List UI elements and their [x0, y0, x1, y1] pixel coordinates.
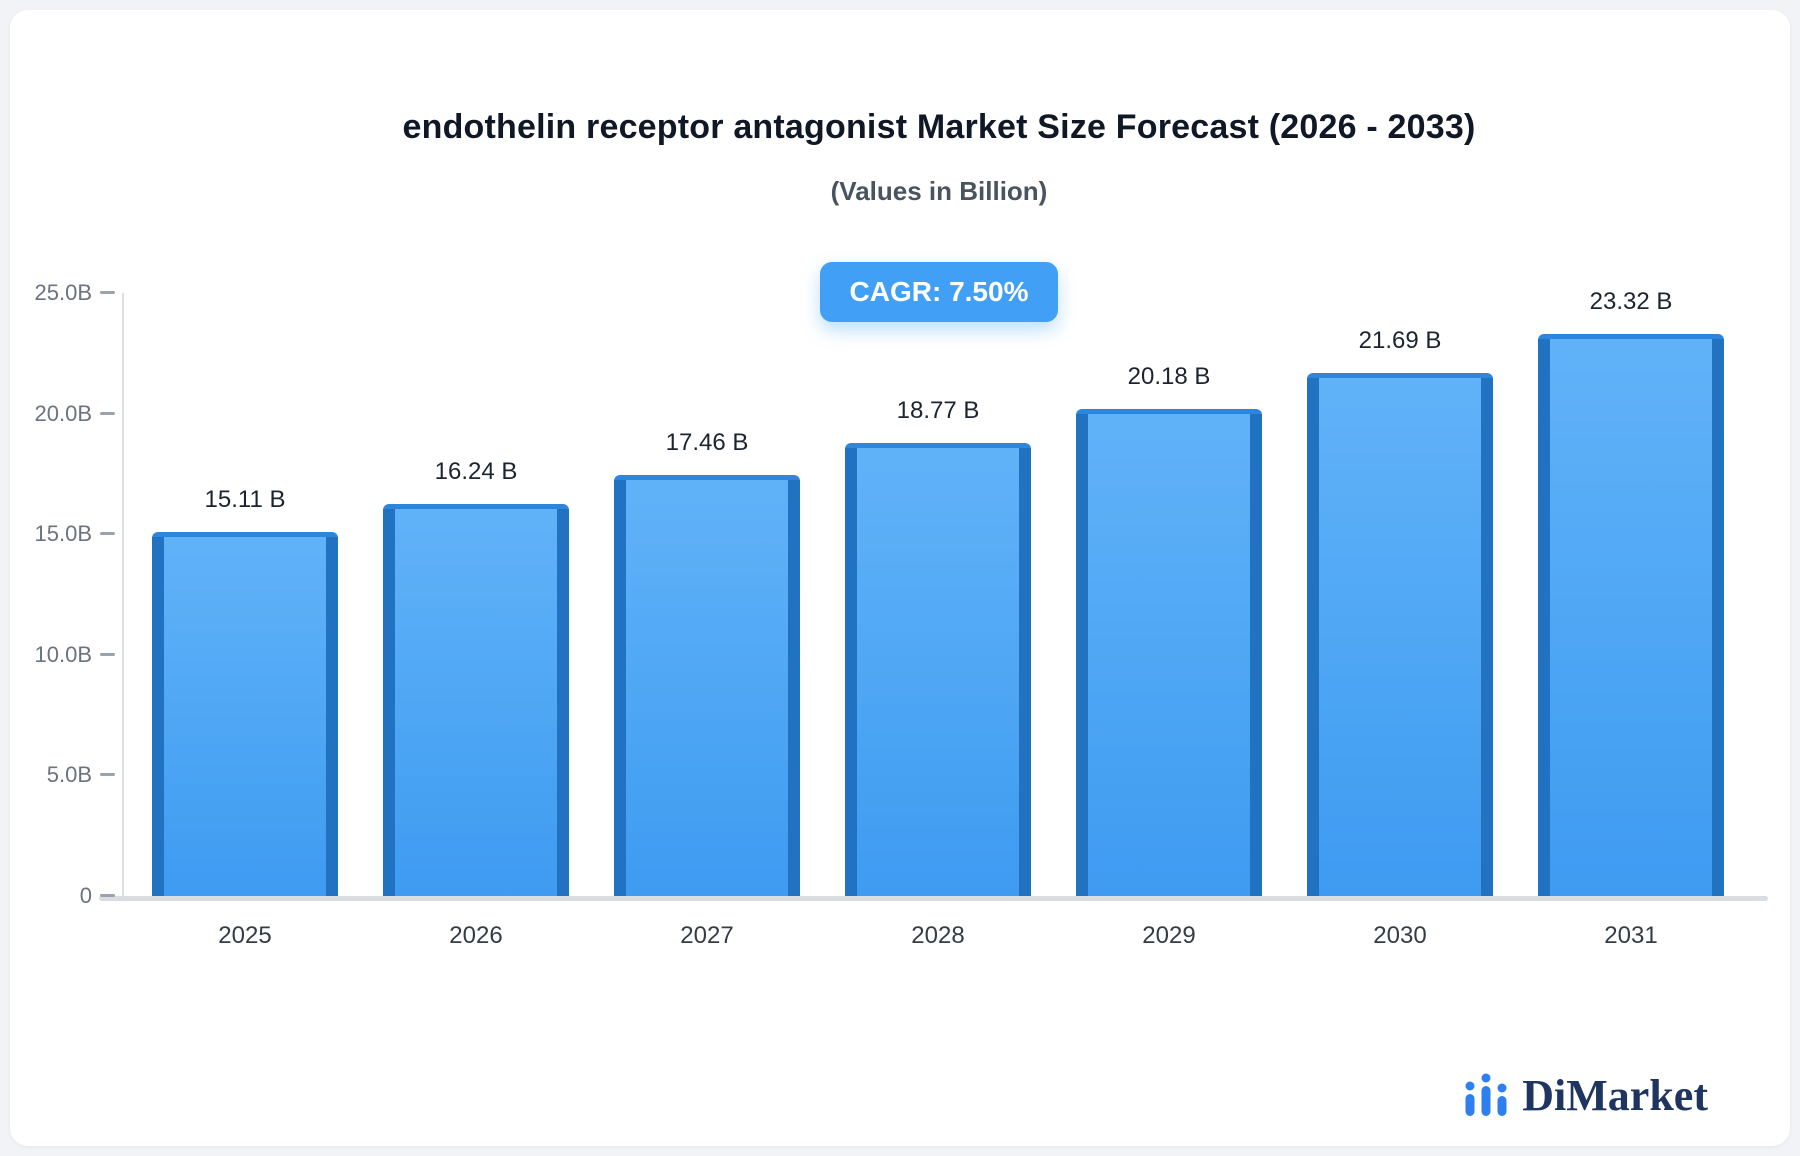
- x-axis-label: 2029: [1142, 922, 1196, 949]
- y-tick-mark: [100, 894, 115, 897]
- y-tick-mark: [100, 532, 115, 536]
- dimarket-logo: DiMarket: [1462, 1072, 1708, 1120]
- y-tick-mark: [100, 291, 115, 294]
- x-axis-label: 2028: [911, 922, 965, 949]
- bar-value-label: 18.77 B: [896, 397, 980, 425]
- bar-2031: [1538, 333, 1724, 896]
- bar-2028: [845, 443, 1031, 896]
- cagr-badge-row: CAGR: 7.50%: [78, 262, 1800, 322]
- y-tick-label: 10.0B: [34, 641, 93, 667]
- y-tick-label: 0: [79, 883, 92, 908]
- bar-2027: [614, 474, 800, 896]
- y-axis-line: [122, 293, 124, 899]
- x-axis-label: 2031: [1604, 922, 1658, 949]
- x-axis-label: 2027: [680, 922, 734, 949]
- bar-2029: [1076, 409, 1262, 896]
- x-axis-label: 2025: [218, 922, 272, 949]
- bar-2026: [383, 504, 569, 896]
- y-tick-mark: [100, 652, 115, 656]
- x-axis-line: [99, 896, 1768, 901]
- bar-value-label: 17.46 B: [665, 428, 749, 456]
- chart-subtitle: (Values in Billion): [830, 176, 1048, 206]
- y-tick-mark: [100, 773, 115, 777]
- cagr-badge: CAGR: 7.50%: [819, 262, 1059, 322]
- y-tick-label: 25.0B: [34, 280, 93, 305]
- y-tick-mark: [100, 411, 115, 415]
- bar-value-label: 16.24 B: [434, 458, 518, 486]
- bar-2025: [152, 531, 338, 896]
- bar-value-label: 21.69 B: [1358, 326, 1442, 354]
- y-tick-label: 20.0B: [34, 400, 93, 426]
- y-tick-label: 5.0B: [46, 762, 92, 788]
- chart-title: endothelin receptor antagonist Market Si…: [402, 108, 1476, 146]
- x-axis-label: 2026: [449, 922, 503, 949]
- x-axis-label: 2030: [1373, 922, 1427, 949]
- bar-value-label: 23.32 B: [1589, 287, 1673, 315]
- bar-value-label: 15.11 B: [204, 485, 286, 513]
- bar-value-label: 20.18 B: [1127, 363, 1211, 391]
- dimarket-logo-text: DiMarket: [1522, 1071, 1708, 1120]
- bar-2030: [1307, 372, 1493, 896]
- dimarket-logo-icon: [1465, 1073, 1507, 1116]
- y-tick-label: 15.0B: [34, 521, 93, 547]
